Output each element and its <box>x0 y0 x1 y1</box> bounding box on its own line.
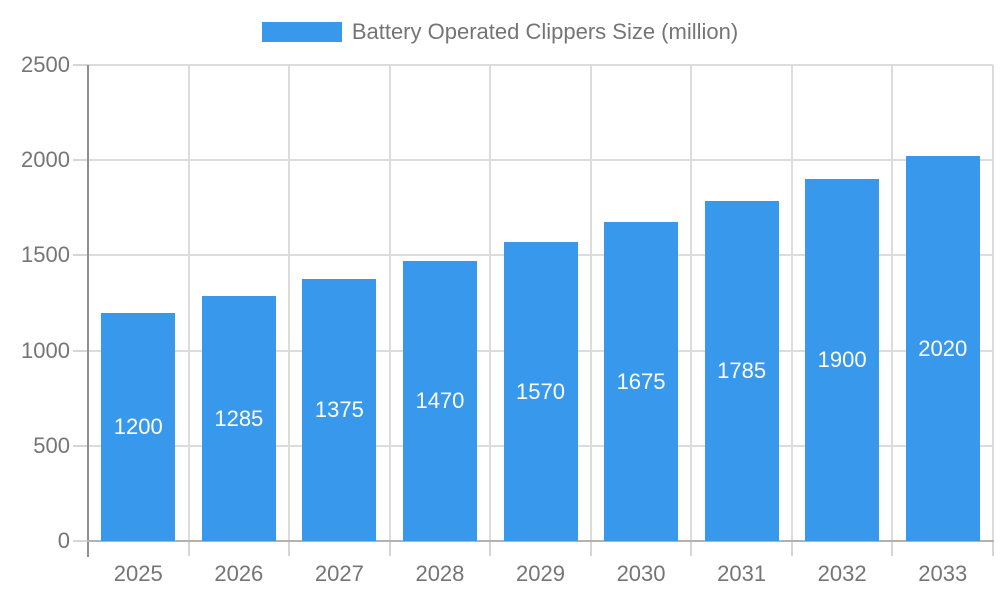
y-axis-tick <box>73 349 88 352</box>
y-tick-label: 0 <box>57 528 70 553</box>
h-gridline <box>88 64 993 66</box>
v-gridline <box>891 65 894 541</box>
v-gridline <box>388 65 391 541</box>
x-tick-label: 2027 <box>314 561 364 586</box>
h-gridline <box>88 159 993 162</box>
x-tick-label: 2029 <box>516 561 565 586</box>
x-axis-line <box>87 540 994 542</box>
y-tick-label: 2500 <box>21 52 70 77</box>
legend-item[interactable]: Battery Operated Clippers Size (million) <box>261 18 739 46</box>
x-axis-tick <box>992 541 994 556</box>
x-tick-label: 2030 <box>616 561 666 586</box>
v-gridline <box>489 65 492 541</box>
bar-value-label: 2020 <box>918 335 968 361</box>
x-axis-tick <box>790 541 793 556</box>
x-axis-tick <box>891 541 894 556</box>
y-axis-tick <box>73 254 88 257</box>
bar-value-label: 1470 <box>415 388 465 414</box>
y-axis-tick <box>73 64 88 66</box>
x-axis-tick <box>690 541 693 556</box>
y-tick-label: 2000 <box>21 147 70 173</box>
bar-value-label: 1285 <box>214 405 264 431</box>
bar[interactable]: 1470 <box>402 261 477 541</box>
y-axis-line <box>87 65 89 557</box>
x-axis-tick <box>388 541 391 556</box>
x-tick-label: 2025 <box>113 561 163 586</box>
bar-value-label: 1375 <box>314 397 364 423</box>
x-tick-label: 2033 <box>918 561 968 586</box>
bar[interactable]: 1200 <box>101 312 176 541</box>
v-gridline <box>589 65 592 541</box>
y-axis-tick <box>73 444 88 447</box>
bar[interactable]: 1570 <box>503 242 578 541</box>
bar[interactable]: 2020 <box>905 156 980 541</box>
x-axis-tick <box>489 541 492 556</box>
x-axis-tick <box>589 541 592 556</box>
bar[interactable]: 1285 <box>201 296 276 541</box>
x-axis-tick <box>288 541 291 556</box>
v-gridline <box>790 65 793 541</box>
legend-swatch <box>261 22 342 42</box>
bar-value-label: 1785 <box>717 358 767 384</box>
x-tick-label: 2028 <box>415 561 465 586</box>
bar[interactable]: 1375 <box>302 279 377 541</box>
bar[interactable]: 1900 <box>805 179 880 541</box>
v-gridline <box>187 65 190 541</box>
y-tick-label: 500 <box>33 432 70 458</box>
bar-value-label: 1900 <box>817 347 867 373</box>
bar-value-label: 1570 <box>516 378 565 404</box>
bar[interactable]: 1785 <box>704 201 779 541</box>
x-tick-label: 2026 <box>214 561 264 586</box>
y-axis-tick <box>73 540 88 542</box>
x-axis-tick <box>187 541 190 556</box>
legend: Battery Operated Clippers Size (million) <box>0 18 1000 46</box>
v-gridline <box>992 65 994 541</box>
bar-value-label: 1200 <box>113 413 163 439</box>
legend-label: Battery Operated Clippers Size (million) <box>351 19 739 44</box>
y-axis-tick <box>73 159 88 162</box>
y-tick-label: 1500 <box>21 242 70 268</box>
v-gridline <box>690 65 693 541</box>
y-tick-label: 1000 <box>21 337 70 363</box>
x-tick-label: 2032 <box>817 561 867 586</box>
bar[interactable]: 1675 <box>604 222 679 541</box>
v-gridline <box>288 65 291 541</box>
x-tick-label: 2031 <box>717 561 767 586</box>
bar-value-label: 1675 <box>616 368 666 394</box>
